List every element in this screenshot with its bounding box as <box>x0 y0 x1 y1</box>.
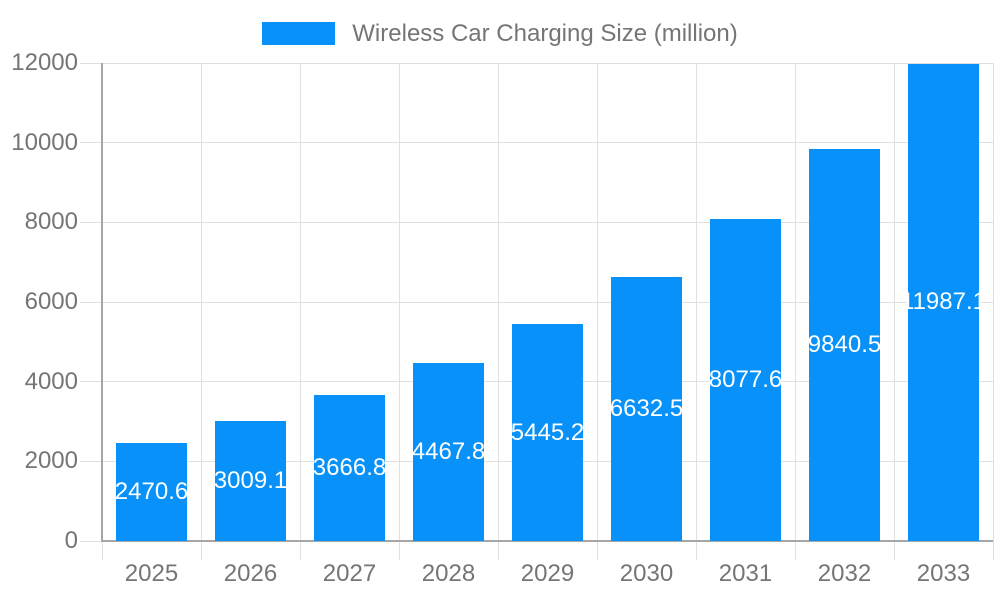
gridline-vertical <box>695 63 697 541</box>
gridline-horizontal <box>80 142 993 144</box>
gridline-vertical <box>794 63 796 541</box>
y-axis-line <box>101 63 103 542</box>
bar-value-label: 4467.8 <box>411 438 486 466</box>
gridline-vertical <box>299 63 301 541</box>
gridline-horizontal <box>80 221 993 223</box>
bar-value-label: 6632.5 <box>609 394 684 422</box>
bar[interactable] <box>512 324 583 541</box>
gridline-vertical <box>398 63 400 541</box>
bar[interactable] <box>611 276 682 541</box>
x-axis-tick <box>596 541 598 560</box>
y-axis-label: 0 <box>64 527 78 554</box>
gridline-horizontal <box>80 62 993 64</box>
x-axis-label: 2032 <box>817 560 872 587</box>
bar[interactable] <box>809 149 880 541</box>
y-axis-label: 4000 <box>24 367 78 395</box>
y-axis-label: 2000 <box>24 447 78 475</box>
x-axis-label: 2031 <box>718 560 773 587</box>
gridline-vertical <box>893 63 895 541</box>
gridline-horizontal <box>80 301 993 303</box>
gridline-vertical <box>992 63 994 541</box>
x-axis-tick <box>398 541 400 560</box>
x-axis-tick <box>299 541 301 560</box>
y-axis-label: 12000 <box>11 49 78 76</box>
y-axis-label: 6000 <box>24 288 78 315</box>
bar[interactable] <box>908 63 979 541</box>
bar-value-label: 3009.1 <box>213 467 288 495</box>
x-axis-label: 2033 <box>916 560 971 587</box>
bar[interactable] <box>314 394 385 541</box>
legend: Wireless Car Charging Size (million) <box>0 20 1000 47</box>
x-axis-tick <box>695 541 697 560</box>
bar[interactable] <box>710 219 781 541</box>
gridline-vertical <box>596 63 598 541</box>
x-axis-label: 2027 <box>322 560 377 587</box>
bar[interactable] <box>215 421 286 541</box>
x-axis-tick <box>893 541 895 560</box>
legend-item[interactable]: Wireless Car Charging Size (million) <box>262 20 738 47</box>
y-axis-label: 8000 <box>24 208 78 236</box>
x-axis-label: 2028 <box>421 560 476 587</box>
x-axis-line <box>101 540 993 542</box>
gridline-vertical <box>497 63 499 541</box>
bar-value-label: 9840.5 <box>807 331 882 358</box>
y-axis-label: 10000 <box>11 128 78 156</box>
bar-value-label: 5445.2 <box>510 418 585 446</box>
bar-value-label: 11987.1 <box>901 288 986 316</box>
x-axis-tick <box>200 541 202 560</box>
x-axis-tick <box>794 541 796 560</box>
x-axis-label: 2025 <box>124 560 179 587</box>
legend-label: Wireless Car Charging Size (million) <box>352 20 738 47</box>
x-axis-label: 2026 <box>223 560 278 587</box>
x-axis-label: 2030 <box>619 560 674 587</box>
x-axis-tick <box>497 541 499 560</box>
x-axis-tick <box>101 541 103 560</box>
bar[interactable] <box>413 363 484 541</box>
bar[interactable] <box>116 442 187 541</box>
y-axis-tick <box>80 540 102 542</box>
x-axis-tick <box>992 541 994 560</box>
bar-value-label: 3666.8 <box>312 453 387 481</box>
bar-value-label: 8077.6 <box>708 366 783 394</box>
x-axis-label: 2029 <box>520 560 575 587</box>
gridline-vertical <box>200 63 202 541</box>
bar-value-label: 2470.6 <box>114 477 189 505</box>
legend-swatch <box>262 22 336 45</box>
